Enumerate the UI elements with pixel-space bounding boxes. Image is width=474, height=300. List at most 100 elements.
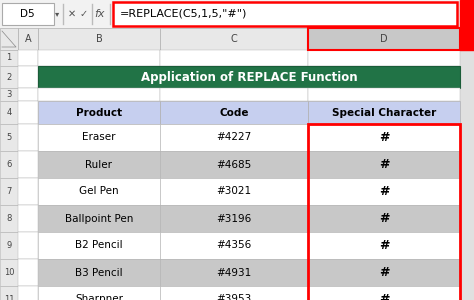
Bar — [308, 28, 460, 50]
Bar — [38, 124, 160, 151]
Text: #4227: #4227 — [216, 133, 252, 142]
Bar — [38, 178, 160, 205]
Text: 11: 11 — [4, 295, 14, 300]
Text: 7: 7 — [6, 187, 12, 196]
Text: fx: fx — [95, 9, 105, 19]
Bar — [308, 205, 460, 232]
Bar — [18, 101, 38, 124]
Text: #: # — [379, 158, 389, 171]
Bar — [160, 124, 308, 151]
Text: Product: Product — [76, 107, 122, 118]
Bar — [0, 101, 18, 124]
Bar — [18, 88, 38, 101]
Bar — [160, 178, 308, 205]
Text: #: # — [379, 131, 389, 144]
Bar — [0, 0, 474, 28]
Bar — [0, 124, 18, 151]
Bar — [38, 88, 160, 101]
Text: 4: 4 — [6, 108, 12, 117]
Bar — [18, 286, 38, 300]
Text: #: # — [379, 185, 389, 198]
Bar — [308, 178, 460, 205]
Bar — [460, 0, 474, 300]
Text: #: # — [379, 212, 389, 225]
Text: C: C — [231, 34, 237, 44]
Text: Special Character: Special Character — [332, 107, 436, 118]
Bar — [2, 3, 54, 25]
Bar — [113, 2, 457, 26]
Bar — [308, 259, 460, 286]
Bar — [308, 151, 460, 178]
Text: A: A — [25, 34, 31, 44]
Text: 9: 9 — [6, 241, 12, 250]
Bar — [0, 259, 18, 286]
Bar — [38, 205, 160, 232]
Bar — [160, 28, 308, 50]
Text: ✕: ✕ — [68, 9, 76, 19]
Bar — [308, 101, 460, 124]
Bar — [160, 151, 308, 178]
Bar — [460, 0, 474, 50]
Text: ✓: ✓ — [80, 9, 88, 19]
Text: =REPLACE(C5,1,5,"#"): =REPLACE(C5,1,5,"#") — [120, 9, 247, 19]
Text: 3: 3 — [6, 90, 12, 99]
Text: B3 Pencil: B3 Pencil — [75, 268, 123, 278]
Bar — [18, 28, 38, 50]
Text: Gel Pen: Gel Pen — [79, 187, 119, 196]
Bar — [0, 50, 18, 66]
Bar — [38, 151, 160, 178]
Text: #: # — [379, 239, 389, 252]
Bar — [0, 88, 18, 101]
Bar — [18, 50, 38, 66]
Bar — [308, 28, 460, 50]
Bar — [461, 2, 473, 10]
Bar — [0, 151, 18, 178]
Text: 2: 2 — [6, 73, 12, 82]
Bar — [38, 232, 160, 259]
Text: Application of REPLACE Function: Application of REPLACE Function — [141, 70, 357, 83]
Bar — [0, 66, 18, 88]
Text: #3021: #3021 — [217, 187, 252, 196]
Text: 5: 5 — [6, 133, 12, 142]
Bar — [308, 232, 460, 259]
Text: #4685: #4685 — [216, 160, 252, 170]
Bar — [18, 259, 38, 286]
Bar — [18, 66, 38, 88]
Text: #3953: #3953 — [216, 295, 252, 300]
Text: #: # — [379, 266, 389, 279]
Bar — [0, 232, 18, 259]
Bar — [38, 28, 160, 50]
Bar — [160, 205, 308, 232]
Bar — [308, 286, 460, 300]
Text: Ruler: Ruler — [85, 160, 112, 170]
Bar — [18, 124, 38, 151]
Bar — [38, 50, 160, 66]
Text: D: D — [380, 34, 388, 44]
Text: 10: 10 — [4, 268, 14, 277]
Bar — [18, 151, 38, 178]
Text: 6: 6 — [6, 160, 12, 169]
Bar — [18, 178, 38, 205]
Text: Eraser: Eraser — [82, 133, 116, 142]
Bar — [160, 88, 308, 101]
Bar — [18, 205, 38, 232]
Bar — [308, 88, 460, 101]
Text: 8: 8 — [6, 214, 12, 223]
Bar — [0, 286, 18, 300]
Bar — [0, 178, 18, 205]
Text: Code: Code — [219, 107, 249, 118]
Bar — [160, 286, 308, 300]
Text: ▾: ▾ — [55, 10, 59, 19]
Bar — [38, 66, 460, 88]
Text: B: B — [96, 34, 102, 44]
Text: 1: 1 — [6, 53, 12, 62]
Bar — [308, 124, 460, 151]
Bar — [308, 124, 460, 300]
Bar — [160, 50, 308, 66]
Text: #: # — [379, 293, 389, 300]
Bar — [38, 259, 160, 286]
Bar — [0, 28, 18, 50]
Text: Sharpner: Sharpner — [75, 295, 123, 300]
Bar — [38, 101, 160, 124]
Text: Ballpoint Pen: Ballpoint Pen — [65, 214, 133, 224]
